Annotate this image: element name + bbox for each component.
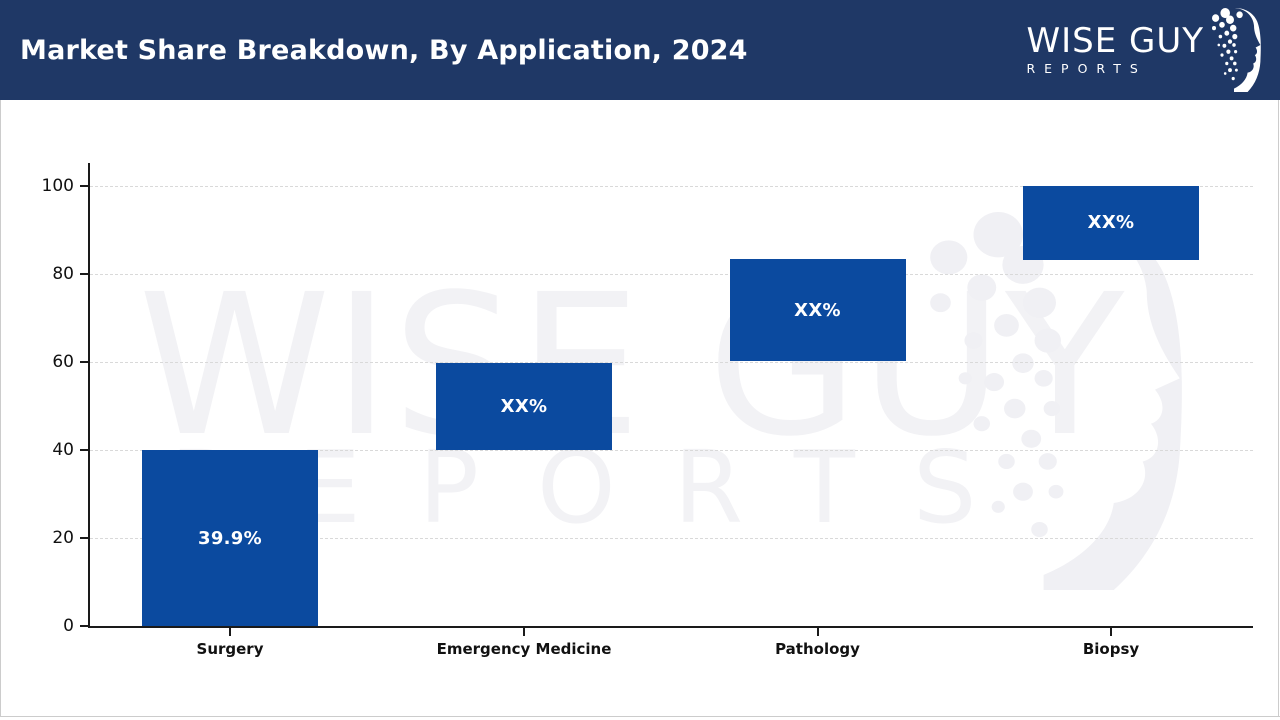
bar-value-label: XX% [794,299,841,321]
waterfall-chart: WISE GUY REPORTS 0 20 40 60 80 100 39.9% Surger… [0,100,1280,716]
gridline [90,274,1253,275]
bar-segment: XX% [729,259,906,362]
y-axis-tick-label: 20 [52,528,74,548]
bar-value-label: XX% [500,395,548,417]
y-axis-tick [80,537,88,539]
x-axis-tick [1110,628,1112,636]
wise-guy-logo: WISE GUY REPORTS [1026,8,1262,92]
page-title: Market Share Breakdown, By Application, … [20,34,748,66]
bar-value-label: XX% [1087,212,1135,234]
y-axis-tick-label: 100 [41,176,74,196]
x-axis-tick [816,628,819,636]
gridline [90,362,1253,363]
watermark-wordmark: WISE GUY [138,252,1127,479]
y-axis-tick [80,625,88,627]
face-profile-logo-icon [1212,8,1261,92]
y-axis-tick [80,361,88,363]
y-axis-tick-label: 40 [52,440,74,460]
header-bar: Market Share Breakdown, By Application, … [0,0,1280,100]
x-category-label: Emergency Medicine [436,640,612,658]
x-axis-line [88,626,1253,628]
page-border-right [1278,100,1279,717]
bar-segment: XX% [436,362,612,450]
y-axis-tick [80,449,88,451]
logo-text: WISE GUY REPORTS [1026,21,1204,76]
x-category-label: Biopsy [1082,640,1140,658]
y-axis-line [88,163,90,627]
y-axis-tick-label: 80 [52,264,74,284]
y-axis-tick-label: 60 [52,352,74,372]
page-border-left [0,100,1,717]
x-category-label: Surgery [196,640,264,658]
x-category-label: Pathology [775,640,860,658]
y-axis-tick [80,185,88,187]
bar-segment: XX% [1023,186,1199,260]
bar-segment: 39.9% [142,450,318,626]
gridline [90,186,1253,187]
watermark-face-icon [930,212,1182,590]
bar-value-label: 39.9% [198,527,262,549]
gridline [90,538,1253,539]
x-axis-tick [523,628,525,636]
x-axis-tick [229,628,231,636]
y-axis-tick [80,273,88,275]
y-axis-tick-label: 0 [63,616,74,636]
gridline [90,450,1253,451]
logo-wordmark: WISE GUY [1026,21,1204,62]
logo-subtitle: REPORTS [1026,60,1147,76]
page-border-bottom [0,716,1280,717]
